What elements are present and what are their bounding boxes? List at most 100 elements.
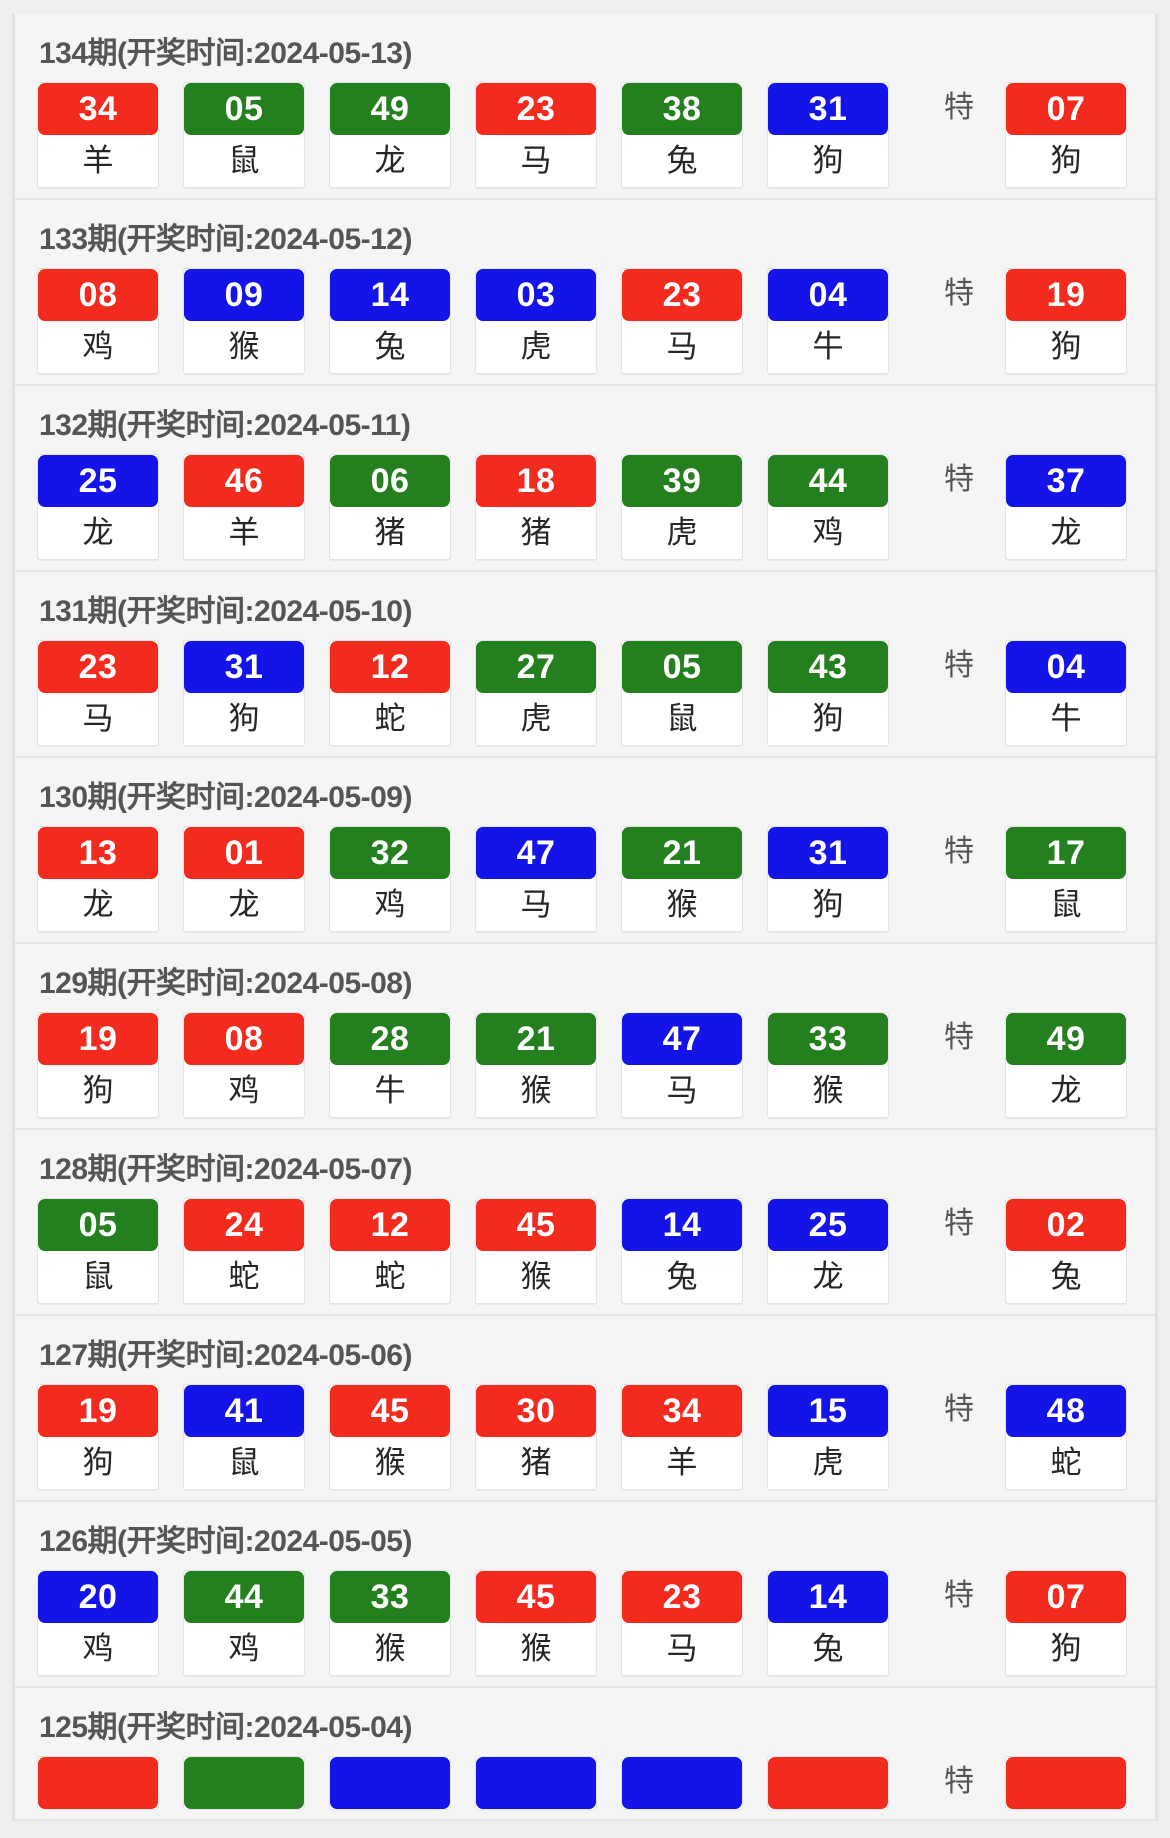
ball-cell[interactable] xyxy=(329,1756,451,1809)
ball-cell[interactable]: 14 兔 xyxy=(767,1570,889,1676)
ball-cell[interactable]: 33 猴 xyxy=(329,1570,451,1676)
ball-cell[interactable]: 28 牛 xyxy=(329,1012,451,1118)
ball-cell[interactable]: 45 猴 xyxy=(329,1384,451,1490)
ball-cell[interactable]: 47 马 xyxy=(475,826,597,932)
ball-cell[interactable]: 33 猴 xyxy=(767,1012,889,1118)
ball-cell[interactable]: 47 马 xyxy=(621,1012,743,1118)
special-ball-number: 19 xyxy=(1006,269,1126,321)
ball-number: 05 xyxy=(38,1199,158,1251)
ball-cell[interactable]: 39 虎 xyxy=(621,454,743,560)
balls-row: 19 狗 41 鼠 45 猴 30 猪 34 羊 15 虎特 48 蛇 xyxy=(15,1384,1155,1490)
special-ball-cell[interactable]: 17 鼠 xyxy=(1005,826,1127,932)
ball-cell[interactable] xyxy=(183,1756,305,1809)
special-ball-zodiac: 狗 xyxy=(1006,321,1126,373)
ball-cell[interactable]: 25 龙 xyxy=(37,454,159,560)
ball-cell[interactable]: 45 猴 xyxy=(475,1570,597,1676)
ball-number: 33 xyxy=(768,1013,888,1065)
ball-cell[interactable]: 38 兔 xyxy=(621,82,743,188)
ball-cell[interactable]: 15 虎 xyxy=(767,1384,889,1490)
special-ball-cell[interactable]: 49 龙 xyxy=(1005,1012,1127,1118)
ball-number: 21 xyxy=(476,1013,596,1065)
ball-cell[interactable]: 08 鸡 xyxy=(37,268,159,374)
special-ball-cell[interactable]: 07 狗 xyxy=(1005,82,1127,188)
ball-cell[interactable]: 46 羊 xyxy=(183,454,305,560)
ball-cell[interactable]: 34 羊 xyxy=(621,1384,743,1490)
ball-cell[interactable]: 09 猴 xyxy=(183,268,305,374)
ball-cell[interactable]: 23 马 xyxy=(621,1570,743,1676)
special-ball-cell[interactable] xyxy=(1005,1756,1127,1809)
ball-number: 38 xyxy=(622,83,742,135)
ball-cell[interactable]: 01 龙 xyxy=(183,826,305,932)
special-ball-cell[interactable]: 37 龙 xyxy=(1005,454,1127,560)
draw-title: 126期(开奖时间:2024-05-05) xyxy=(39,1525,412,1558)
ball-number: 23 xyxy=(476,83,596,135)
ball-cell[interactable]: 31 狗 xyxy=(767,82,889,188)
ball-cell[interactable]: 27 虎 xyxy=(475,640,597,746)
special-ball-cell[interactable]: 48 蛇 xyxy=(1005,1384,1127,1490)
top-spacer xyxy=(0,0,1170,14)
draw-title: 127期(开奖时间:2024-05-06) xyxy=(39,1339,412,1372)
ball-zodiac: 鸡 xyxy=(38,321,158,373)
ball-cell[interactable]: 49 龙 xyxy=(329,82,451,188)
ball-cell[interactable]: 24 蛇 xyxy=(183,1198,305,1304)
ball-cell[interactable]: 23 马 xyxy=(475,82,597,188)
ball-cell[interactable]: 23 马 xyxy=(621,268,743,374)
ball-cell[interactable]: 19 狗 xyxy=(37,1012,159,1118)
ball-cell[interactable]: 08 鸡 xyxy=(183,1012,305,1118)
draw-title: 128期(开奖时间:2024-05-07) xyxy=(39,1153,412,1186)
ball-cell[interactable]: 32 鸡 xyxy=(329,826,451,932)
ball-cell[interactable]: 30 猪 xyxy=(475,1384,597,1490)
ball-cell[interactable]: 21 猴 xyxy=(621,826,743,932)
ball-cell[interactable]: 20 鸡 xyxy=(37,1570,159,1676)
ball-cell[interactable]: 12 蛇 xyxy=(329,640,451,746)
special-ball-cell[interactable]: 02 兔 xyxy=(1005,1198,1127,1304)
ball-cell[interactable]: 13 龙 xyxy=(37,826,159,932)
ball-zodiac: 马 xyxy=(476,135,596,187)
ball-cell[interactable]: 44 鸡 xyxy=(767,454,889,560)
ball-cell[interactable]: 31 狗 xyxy=(183,640,305,746)
ball-cell[interactable]: 05 鼠 xyxy=(621,640,743,746)
ball-cell[interactable] xyxy=(621,1756,743,1809)
ball-zodiac: 兔 xyxy=(622,135,742,187)
draw-block: 128期(开奖时间:2024-05-07) 05 鼠 24 蛇 12 蛇 45 猴 14 兔 25 龙特… xyxy=(15,1130,1155,1316)
special-ball-label: 特 xyxy=(944,1579,974,1612)
draw-block: 130期(开奖时间:2024-05-09) 13 龙 01 龙 32 鸡 47 马 21 猴 31 狗特… xyxy=(15,758,1155,944)
ball-zodiac: 猴 xyxy=(622,879,742,931)
ball-cell[interactable]: 04 牛 xyxy=(767,268,889,374)
ball-cell[interactable]: 21 猴 xyxy=(475,1012,597,1118)
ball-cell[interactable]: 19 狗 xyxy=(37,1384,159,1490)
ball-number: 23 xyxy=(38,641,158,693)
special-ball-label: 特 xyxy=(944,649,974,682)
ball-cell[interactable]: 34 羊 xyxy=(37,82,159,188)
ball-cell[interactable]: 25 龙 xyxy=(767,1198,889,1304)
ball-cell[interactable]: 23 马 xyxy=(37,640,159,746)
ball-zodiac: 狗 xyxy=(768,693,888,745)
special-ball-cell[interactable]: 19 狗 xyxy=(1005,268,1127,374)
ball-cell[interactable]: 05 鼠 xyxy=(183,82,305,188)
ball-zodiac: 猴 xyxy=(476,1065,596,1117)
ball-cell[interactable]: 18 猪 xyxy=(475,454,597,560)
ball-cell[interactable]: 12 蛇 xyxy=(329,1198,451,1304)
ball-cell[interactable]: 41 鼠 xyxy=(183,1384,305,1490)
ball-zodiac: 马 xyxy=(38,693,158,745)
ball-cell[interactable]: 43 狗 xyxy=(767,640,889,746)
ball-zodiac: 马 xyxy=(622,321,742,373)
ball-zodiac: 狗 xyxy=(38,1437,158,1489)
ball-cell[interactable] xyxy=(475,1756,597,1809)
ball-number xyxy=(330,1757,450,1809)
ball-cell[interactable]: 45 猴 xyxy=(475,1198,597,1304)
ball-cell[interactable] xyxy=(37,1756,159,1809)
ball-number: 45 xyxy=(476,1199,596,1251)
ball-cell[interactable]: 14 兔 xyxy=(621,1198,743,1304)
ball-zodiac: 牛 xyxy=(768,321,888,373)
ball-zodiac: 龙 xyxy=(768,1251,888,1303)
special-ball-cell[interactable]: 07 狗 xyxy=(1005,1570,1127,1676)
ball-cell[interactable]: 03 虎 xyxy=(475,268,597,374)
ball-cell[interactable]: 06 猪 xyxy=(329,454,451,560)
ball-cell[interactable]: 14 兔 xyxy=(329,268,451,374)
ball-cell[interactable]: 44 鸡 xyxy=(183,1570,305,1676)
ball-cell[interactable]: 05 鼠 xyxy=(37,1198,159,1304)
special-ball-cell[interactable]: 04 牛 xyxy=(1005,640,1127,746)
ball-cell[interactable]: 31 狗 xyxy=(767,826,889,932)
ball-cell[interactable] xyxy=(767,1756,889,1809)
